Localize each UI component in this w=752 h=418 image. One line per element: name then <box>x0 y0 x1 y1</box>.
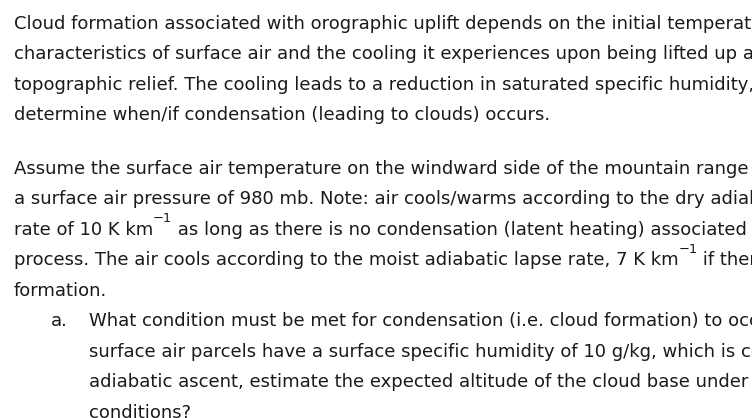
Text: surface air parcels have a surface specific humidity of 10 g/kg, which is conser: surface air parcels have a surface speci… <box>89 343 752 361</box>
Text: as long as there is no condensation (latent heating) associated with the lifting: as long as there is no condensation (lat… <box>172 221 752 239</box>
Text: −1: −1 <box>678 243 697 256</box>
Text: a.: a. <box>51 312 68 330</box>
Text: conditions?: conditions? <box>89 404 191 418</box>
Text: What condition must be met for condensation (i.e. cloud formation) to occur? Ass: What condition must be met for condensat… <box>89 312 752 330</box>
Text: process. The air cools according to the moist adiabatic lapse rate, 7 K km: process. The air cools according to the … <box>14 251 678 269</box>
Text: determine when/if condensation (leading to clouds) occurs.: determine when/if condensation (leading … <box>14 106 550 124</box>
Text: topographic relief. The cooling leads to a reduction in saturated specific humid: topographic relief. The cooling leads to… <box>14 76 752 94</box>
Text: Assume the surface air temperature on the windward side of the mountain range is: Assume the surface air temperature on th… <box>14 160 752 178</box>
Text: formation.: formation. <box>14 282 107 300</box>
Text: characteristics of surface air and the cooling it experiences upon being lifted : characteristics of surface air and the c… <box>14 45 752 63</box>
Text: adiabatic ascent, estimate the expected altitude of the cloud base under these: adiabatic ascent, estimate the expected … <box>89 373 752 391</box>
Text: −1: −1 <box>153 212 172 225</box>
Text: rate of 10 K km: rate of 10 K km <box>14 221 153 239</box>
Text: a surface air pressure of 980 mb. Note: air cools/warms according to the dry adi: a surface air pressure of 980 mb. Note: … <box>14 190 752 208</box>
Text: if there is cloud: if there is cloud <box>697 251 752 269</box>
Text: Cloud formation associated with orographic uplift depends on the initial tempera: Cloud formation associated with orograph… <box>14 15 752 33</box>
